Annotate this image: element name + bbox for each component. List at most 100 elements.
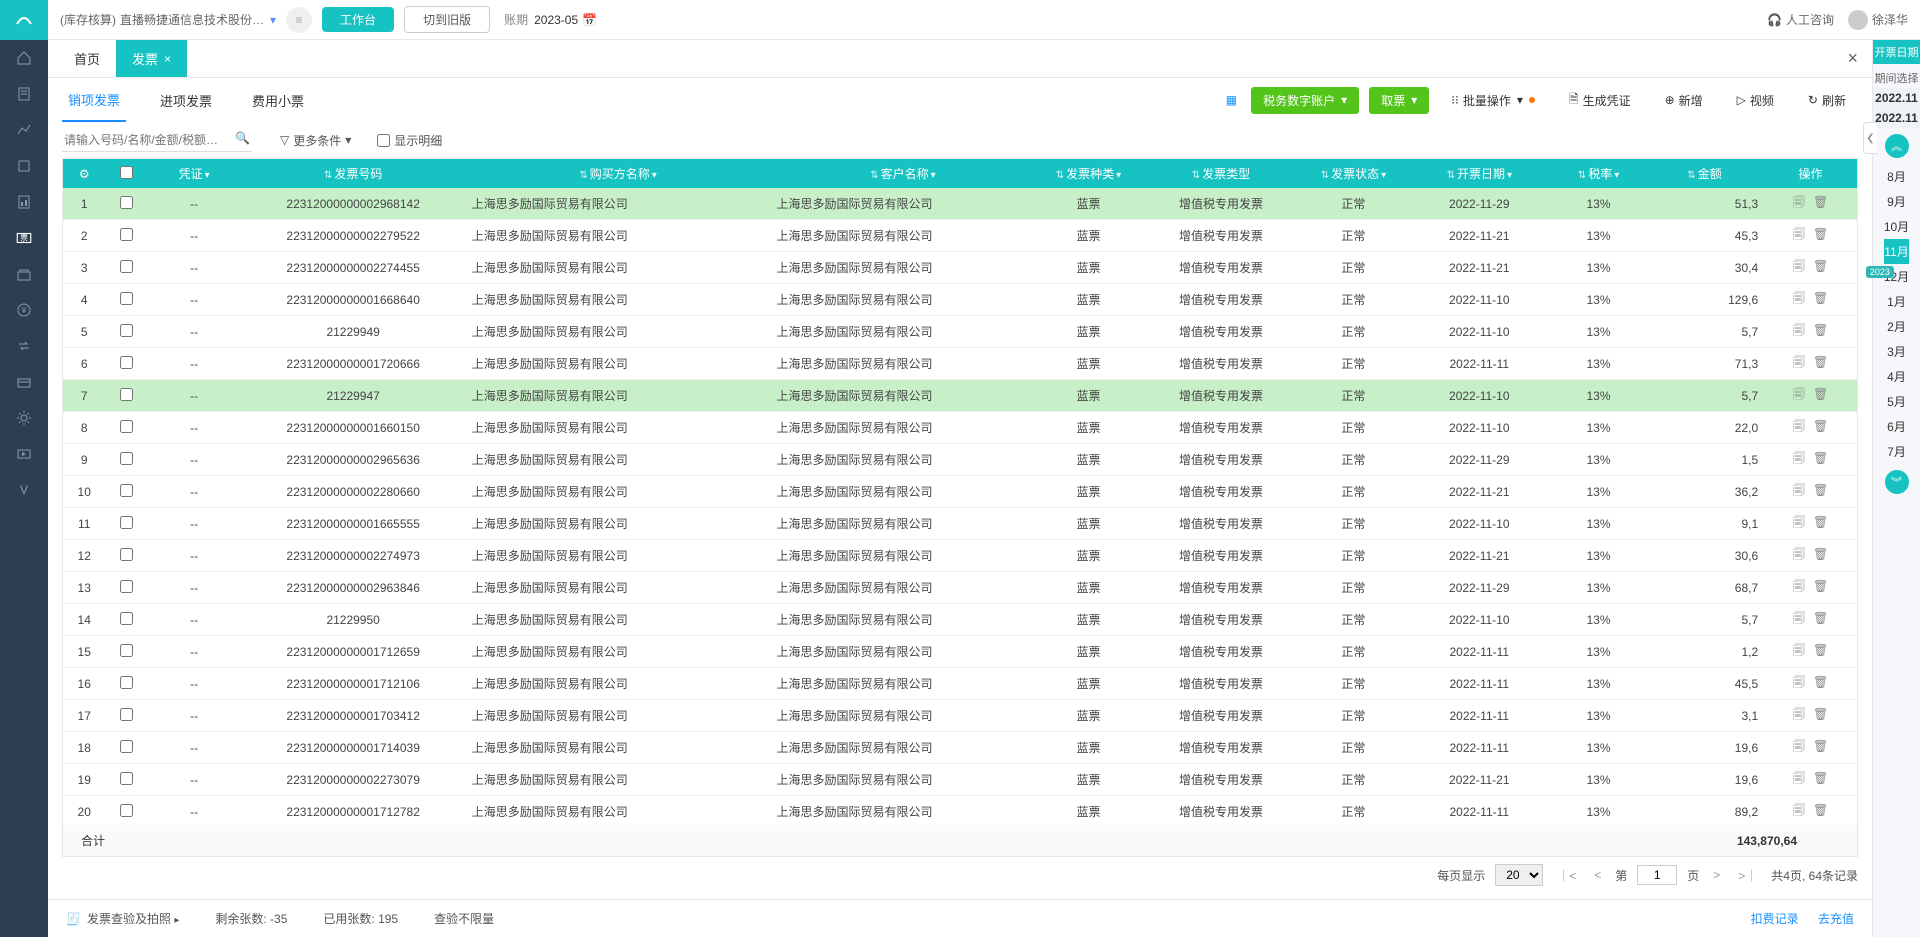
- edit-icon[interactable]: 🗐: [1793, 259, 1805, 273]
- nav-asset-icon[interactable]: [0, 256, 48, 292]
- prev-page-button[interactable]: <: [1590, 868, 1605, 882]
- delete-icon[interactable]: 🗑: [1813, 227, 1828, 241]
- edit-icon[interactable]: 🗐: [1793, 227, 1805, 241]
- nav-v-icon[interactable]: V: [0, 472, 48, 508]
- fee-record-link[interactable]: 扣费记录: [1751, 912, 1799, 926]
- scroll-down-icon[interactable]: ︾: [1885, 470, 1909, 494]
- edit-icon[interactable]: 🗐: [1793, 739, 1805, 753]
- delete-icon[interactable]: 🗑: [1813, 355, 1828, 369]
- edit-icon[interactable]: 🗐: [1793, 803, 1805, 817]
- rail-year-1[interactable]: 2022.11: [1873, 88, 1920, 108]
- edit-icon[interactable]: 🗐: [1793, 675, 1805, 689]
- workbench-button[interactable]: 工作台: [322, 7, 394, 32]
- delete-icon[interactable]: 🗑: [1813, 419, 1828, 433]
- refresh-button[interactable]: ↻刷新: [1796, 87, 1858, 114]
- nav-settings-icon[interactable]: [0, 400, 48, 436]
- delete-icon[interactable]: 🗑: [1813, 387, 1828, 401]
- row-checkbox[interactable]: [120, 644, 133, 657]
- table-row[interactable]: 7 -- 21229947 上海思多励国际贸易有限公司 上海思多励国际贸易有限公…: [63, 380, 1857, 412]
- delete-icon[interactable]: 🗑: [1813, 515, 1828, 529]
- edit-icon[interactable]: 🗐: [1793, 387, 1805, 401]
- col-tax-rate[interactable]: ⇅税率▾: [1552, 159, 1645, 188]
- row-checkbox[interactable]: [120, 676, 133, 689]
- scroll-up-icon[interactable]: ︽: [1885, 134, 1909, 158]
- rail-month[interactable]: 202312月: [1884, 264, 1909, 289]
- nav-report-icon[interactable]: [0, 184, 48, 220]
- page-input[interactable]: [1637, 865, 1677, 885]
- nav-home-icon[interactable]: [0, 40, 48, 76]
- table-row[interactable]: 1 -- 22312000000002968142 上海思多励国际贸易有限公司 …: [63, 188, 1857, 220]
- edit-icon[interactable]: 🗐: [1793, 611, 1805, 625]
- user-menu[interactable]: 徐泽华: [1848, 10, 1908, 30]
- period-value[interactable]: 2023-05: [534, 13, 578, 27]
- table-row[interactable]: 14 -- 21229950 上海思多励国际贸易有限公司 上海思多励国际贸易有限…: [63, 604, 1857, 636]
- recharge-link[interactable]: 去充值: [1818, 912, 1854, 926]
- nav-transfer-icon[interactable]: [0, 328, 48, 364]
- row-checkbox[interactable]: [120, 740, 133, 753]
- col-inv-kind[interactable]: ⇅发票种类▾: [1035, 159, 1141, 188]
- col-gear[interactable]: ⚙: [63, 159, 105, 188]
- table-row[interactable]: 4 -- 22312000000001668640 上海思多励国际贸易有限公司 …: [63, 284, 1857, 316]
- nav-doc-icon[interactable]: [0, 76, 48, 112]
- rail-month[interactable]: 11月: [1884, 239, 1909, 264]
- edit-icon[interactable]: 🗐: [1793, 771, 1805, 785]
- rail-month[interactable]: 4月: [1884, 364, 1909, 389]
- col-checkbox[interactable]: [105, 159, 147, 188]
- delete-icon[interactable]: 🗑: [1813, 451, 1828, 465]
- row-checkbox[interactable]: [120, 292, 133, 305]
- delete-icon[interactable]: 🗑: [1813, 771, 1828, 785]
- menu-toggle-icon[interactable]: ≡: [286, 7, 312, 33]
- nav-salary-icon[interactable]: ¥: [0, 292, 48, 328]
- rail-expand-icon[interactable]: ❮: [1863, 122, 1877, 154]
- table-row[interactable]: 2 -- 22312000000002279522 上海思多励国际贸易有限公司 …: [63, 220, 1857, 252]
- table-row[interactable]: 11 -- 22312000000001665555 上海思多励国际贸易有限公司…: [63, 508, 1857, 540]
- row-checkbox[interactable]: [120, 228, 133, 241]
- nav-book-icon[interactable]: [0, 148, 48, 184]
- edit-icon[interactable]: 🗐: [1793, 291, 1805, 305]
- row-checkbox[interactable]: [120, 388, 133, 401]
- row-checkbox[interactable]: [120, 196, 133, 209]
- table-row[interactable]: 17 -- 22312000000001703412 上海思多励国际贸易有限公司…: [63, 700, 1857, 732]
- search-input[interactable]: [62, 129, 252, 152]
- tax-account-button[interactable]: 税务数字账户▾: [1251, 87, 1359, 114]
- add-button[interactable]: ⊕新增: [1653, 87, 1715, 114]
- rail-month[interactable]: 10月: [1884, 214, 1909, 239]
- calendar-icon[interactable]: 📅: [582, 13, 597, 27]
- grid-view-icon[interactable]: ▦: [1222, 89, 1241, 111]
- table-row[interactable]: 13 -- 22312000000002963846 上海思多励国际贸易有限公司…: [63, 572, 1857, 604]
- col-amount[interactable]: ⇅金额: [1645, 159, 1764, 188]
- edit-icon[interactable]: 🗐: [1793, 643, 1805, 657]
- row-checkbox[interactable]: [120, 260, 133, 273]
- row-checkbox[interactable]: [120, 324, 133, 337]
- close-icon[interactable]: ×: [164, 52, 171, 66]
- rail-year-2[interactable]: 2022.11: [1873, 108, 1920, 128]
- subtab-sales[interactable]: 销项发票: [62, 78, 126, 122]
- delete-icon[interactable]: 🗑: [1813, 323, 1828, 337]
- delete-icon[interactable]: 🗑: [1813, 259, 1828, 273]
- row-checkbox[interactable]: [120, 484, 133, 497]
- delete-icon[interactable]: 🗑: [1813, 739, 1828, 753]
- delete-icon[interactable]: 🗑: [1813, 803, 1828, 817]
- first-page-button[interactable]: ｜<: [1553, 867, 1580, 884]
- row-checkbox[interactable]: [120, 452, 133, 465]
- row-checkbox[interactable]: [120, 612, 133, 625]
- delete-icon[interactable]: 🗑: [1813, 643, 1828, 657]
- nav-chart-icon[interactable]: [0, 112, 48, 148]
- edit-icon[interactable]: 🗐: [1793, 515, 1805, 529]
- rail-month[interactable]: 5月: [1884, 389, 1909, 414]
- table-row[interactable]: 8 -- 22312000000001660150 上海思多励国际贸易有限公司 …: [63, 412, 1857, 444]
- row-checkbox[interactable]: [120, 548, 133, 561]
- search-icon[interactable]: 🔍: [235, 131, 250, 145]
- per-page-select[interactable]: 20: [1495, 864, 1543, 886]
- table-row[interactable]: 18 -- 22312000000001714039 上海思多励国际贸易有限公司…: [63, 732, 1857, 764]
- delete-icon[interactable]: 🗑: [1813, 579, 1828, 593]
- col-inv-no[interactable]: ⇅发票号码: [241, 159, 466, 188]
- support-link[interactable]: 🎧人工咨询: [1767, 11, 1834, 28]
- table-row[interactable]: 3 -- 22312000000002274455 上海思多励国际贸易有限公司 …: [63, 252, 1857, 284]
- table-row[interactable]: 6 -- 22312000000001720666 上海思多励国际贸易有限公司 …: [63, 348, 1857, 380]
- edit-icon[interactable]: 🗐: [1793, 451, 1805, 465]
- table-row[interactable]: 16 -- 22312000000001712106 上海思多励国际贸易有限公司…: [63, 668, 1857, 700]
- col-voucher[interactable]: 凭证▾: [148, 159, 241, 188]
- col-buyer[interactable]: ⇅购买方名称▾: [466, 159, 771, 188]
- old-version-button[interactable]: 切到旧版: [404, 6, 490, 33]
